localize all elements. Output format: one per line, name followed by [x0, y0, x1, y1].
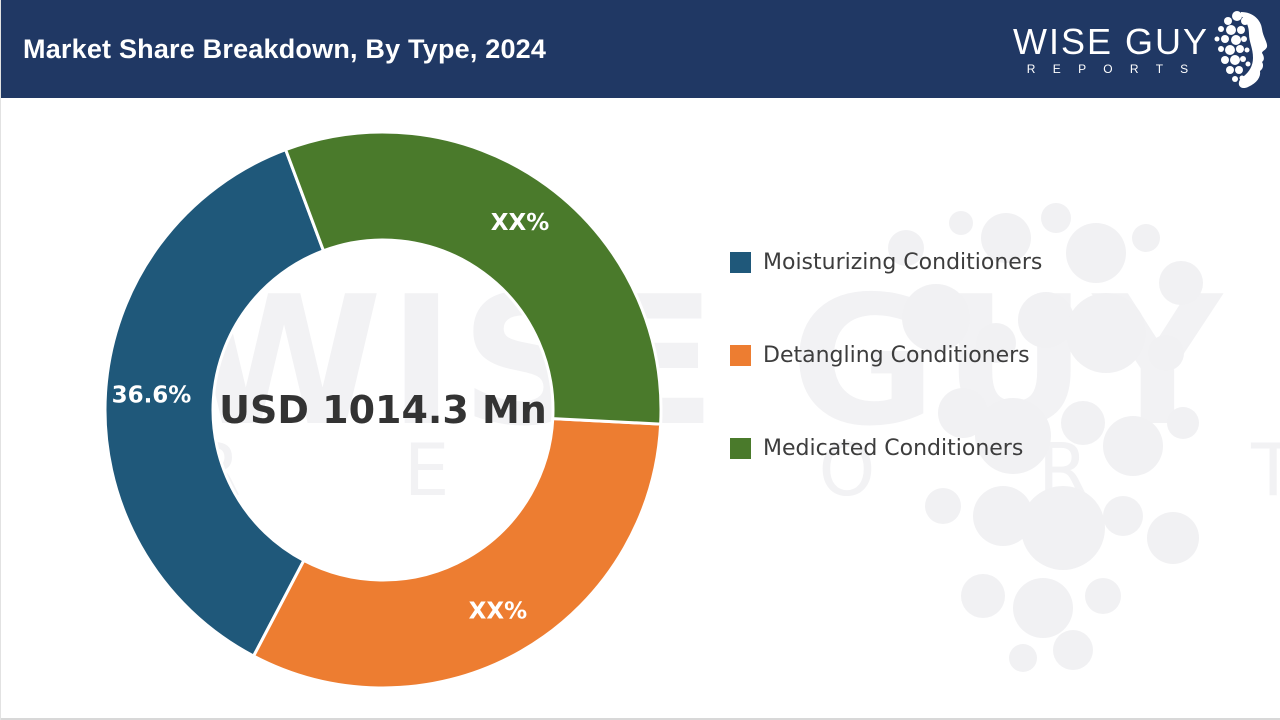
segment-value-label: 36.6% — [112, 382, 192, 408]
donut-segment-medicated-conditioners — [283, 130, 663, 426]
segment-value-label: XX% — [469, 599, 528, 625]
brand-tagline: R E P O R T S — [1026, 62, 1196, 77]
legend-swatch-detangling — [730, 345, 751, 366]
face-profile-icon — [1214, 11, 1268, 89]
legend-swatch-medicated — [730, 438, 751, 459]
header-bar: Market Share Breakdown, By Type, 2024 WI… — [1, 0, 1280, 98]
legend-swatch-moisturizing — [730, 252, 751, 273]
segment-value-label: XX% — [491, 210, 550, 236]
chart-area: WISE GUY R E P O R T S — [1, 98, 1280, 720]
watermark-face-dots — [888, 203, 1203, 672]
legend-item-moisturizing: Moisturizing Conditioners — [730, 250, 1042, 275]
page-title: Market Share Breakdown, By Type, 2024 — [23, 33, 547, 64]
watermark: WISE GUY R E P O R T S — [1, 98, 1280, 718]
donut-chart: 36.6% XX% XX% — [103, 130, 663, 690]
brand-wordmark: WISE GUY R E P O R T S — [1013, 22, 1209, 77]
brand-logo: WISE GUY R E P O R T S — [1013, 4, 1269, 94]
legend: Moisturizing Conditioners Detangling Con… — [730, 250, 1042, 529]
legend-item-medicated: Medicated Conditioners — [730, 436, 1042, 461]
legend-label-medicated: Medicated Conditioners — [763, 436, 1024, 461]
brand-name: WISE GUY — [1012, 20, 1209, 62]
donut-segment-detangling-conditioners — [251, 417, 663, 690]
legend-label-moisturizing: Moisturizing Conditioners — [763, 250, 1043, 275]
donut-segment-moisturizing-conditioners — [103, 147, 326, 659]
legend-label-detangling: Detangling Conditioners — [763, 343, 1030, 368]
donut-center-label: USD 1014.3 Mn — [219, 388, 547, 432]
legend-item-detangling: Detangling Conditioners — [730, 343, 1042, 368]
